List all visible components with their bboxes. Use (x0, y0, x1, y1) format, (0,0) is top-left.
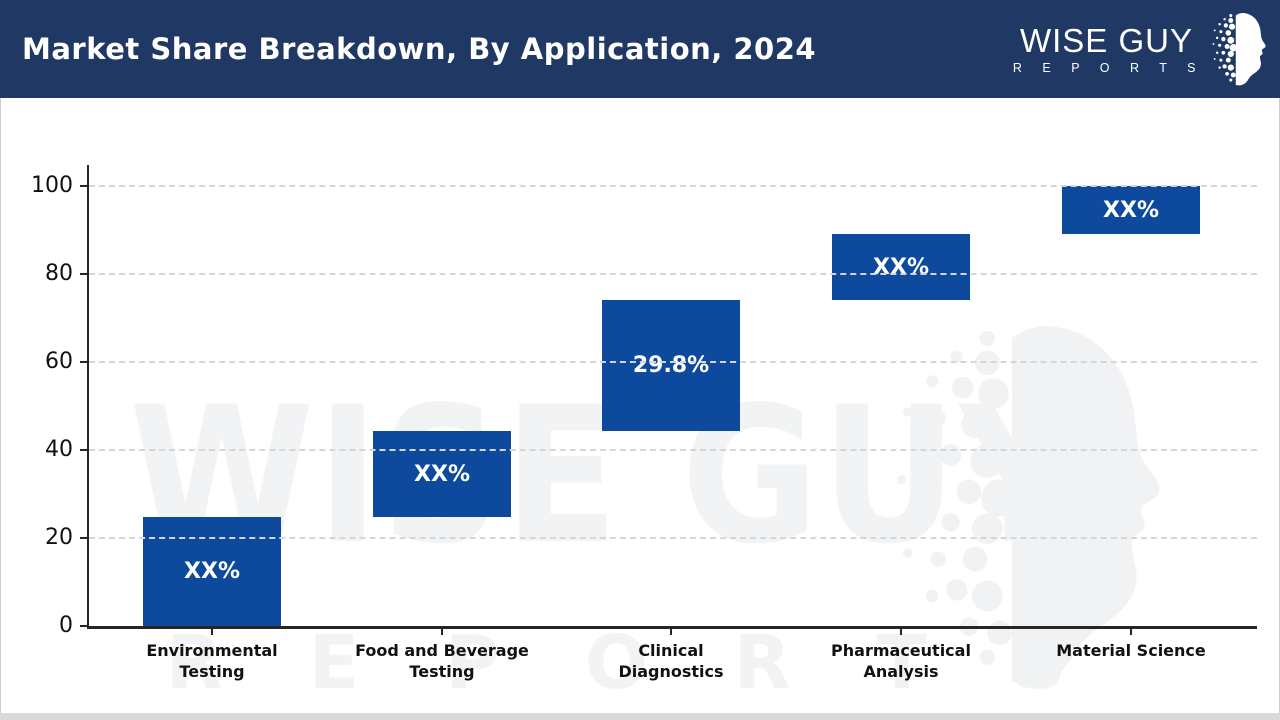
bar-value-label-2: XX% (414, 461, 470, 487)
bar-5: XX% (1062, 186, 1200, 234)
gridline-40 (89, 449, 1257, 451)
logo-text: WISE GUY R E P O R T S (1009, 24, 1204, 75)
x-category-label-2: Food and Beverage Testing (355, 641, 529, 681)
footer-strip (0, 713, 1280, 720)
x-tickmark-4 (900, 629, 902, 635)
logo-wordmark: WISE GUY (1019, 21, 1193, 59)
y-tick-label-80: 80 (45, 261, 73, 286)
gridline-100 (89, 185, 1257, 187)
bar-3: 29.8% (602, 300, 740, 431)
x-tickmark-1 (211, 629, 213, 635)
wise-guy-logo: WISE GUY R E P O R T S (1009, 8, 1268, 90)
y-tick-label-40: 40 (45, 437, 73, 462)
x-category-label-1: Environmental Testing (146, 641, 278, 681)
bar-value-label-1: XX% (184, 559, 240, 584)
page-title: Market Share Breakdown, By Application, … (22, 32, 817, 66)
watermark-face-icon (896, 326, 1160, 684)
y-tickmark-60 (80, 361, 89, 363)
logo-face-icon (1212, 13, 1266, 86)
header-bar: Market Share Breakdown, By Application, … (0, 0, 1280, 98)
chart-area: WISE GUY R E P O R T S 0 20 40 60 80 100 XX% En… (0, 98, 1280, 713)
y-tickmark-40 (80, 449, 89, 451)
x-tickmark-2 (441, 629, 443, 635)
bar-1: XX% (143, 517, 281, 626)
y-tickmark-20 (80, 537, 89, 539)
x-category-label-3: Clinical Diagnostics (618, 641, 724, 681)
bar-value-label-3: 29.8% (632, 353, 710, 378)
x-axis-line (87, 626, 1257, 629)
y-tick-label-0: 0 (59, 613, 73, 638)
y-tickmark-0 (80, 625, 89, 627)
gridline-80 (89, 273, 1257, 275)
x-category-label-5: Material Science (1056, 641, 1206, 660)
bar-4: XX% (832, 234, 970, 300)
y-tickmark-100 (80, 185, 89, 187)
bar-value-label-4: XX% (873, 254, 929, 280)
gridline-20 (89, 537, 1257, 539)
x-tickmark-3 (670, 629, 672, 635)
y-tick-label-20: 20 (45, 525, 73, 550)
x-category-label-4: Pharmaceutical Analysis (831, 641, 971, 681)
gridline-60 (89, 361, 1257, 363)
logo-subtext: R E P O R T S (1012, 60, 1204, 75)
bar-value-label-5: XX% (1103, 197, 1159, 223)
y-tick-label-60: 60 (45, 349, 73, 374)
y-tickmark-80 (80, 273, 89, 275)
bar-2: XX% (373, 431, 511, 517)
y-tick-label-100: 100 (31, 173, 73, 198)
y-axis-line (87, 165, 89, 629)
x-tickmark-5 (1130, 629, 1132, 635)
